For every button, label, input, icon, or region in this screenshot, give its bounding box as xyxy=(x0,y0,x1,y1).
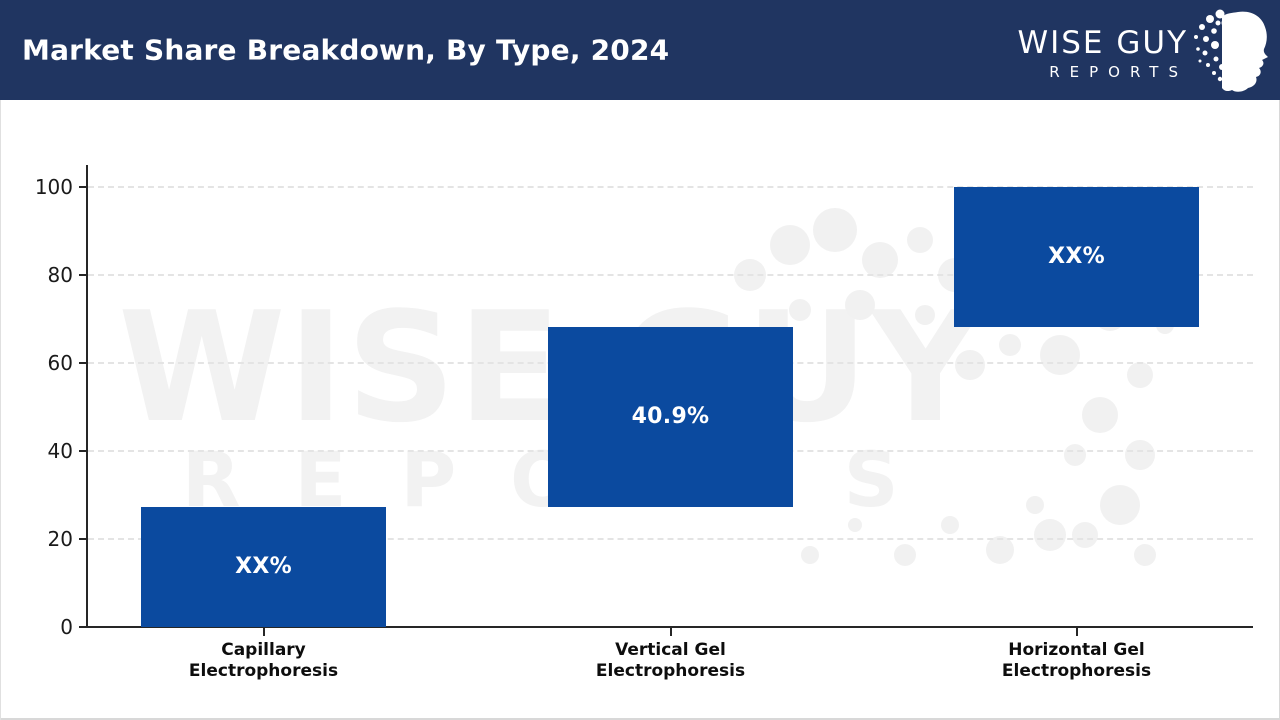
bar-segment: 40.9% xyxy=(548,326,793,507)
y-tick-mark xyxy=(79,626,87,628)
header: Market Share Breakdown, By Type, 2024 WI… xyxy=(0,0,1280,100)
bar-value-label: XX% xyxy=(235,554,292,580)
bar-value-label: 40.9% xyxy=(631,404,710,430)
page-title: Market Share Breakdown, By Type, 2024 xyxy=(22,33,670,67)
gridline xyxy=(88,274,1253,276)
brand-logo: WISE GUY REPORTS xyxy=(1017,8,1270,92)
y-tick-label: 100 xyxy=(34,175,73,199)
brand-logo-text: WISE GUY REPORTS xyxy=(1017,26,1188,81)
brand-subtitle: REPORTS xyxy=(1049,62,1188,81)
gridline xyxy=(88,538,1253,540)
bar-segment: XX% xyxy=(141,506,386,627)
x-category-label: Vertical Gel Electrophoresis xyxy=(595,640,746,681)
y-axis-line xyxy=(86,165,88,628)
x-tick-mark xyxy=(262,628,265,636)
x-tick-mark xyxy=(669,628,672,636)
y-tick-mark xyxy=(79,362,87,364)
x-category-label: Horizontal Gel Electrophoresis xyxy=(1001,640,1152,681)
x-axis-line xyxy=(86,626,1253,628)
bar-value-label: XX% xyxy=(1048,244,1105,270)
x-tick-mark xyxy=(1075,628,1078,636)
y-tick-label: 80 xyxy=(47,263,73,287)
y-tick-label: 40 xyxy=(47,439,73,463)
y-tick-label: 20 xyxy=(47,527,73,551)
bar-segment: XX% xyxy=(954,187,1199,327)
y-tick-mark xyxy=(79,186,87,188)
logo-face-icon xyxy=(1194,9,1268,92)
x-category-label: Capillary Electrophoresis xyxy=(188,640,339,681)
y-tick-mark xyxy=(79,538,87,540)
y-tick-label: 0 xyxy=(60,615,73,639)
y-tick-mark xyxy=(79,274,87,276)
gridline xyxy=(88,186,1253,188)
y-tick-label: 60 xyxy=(47,351,73,375)
y-tick-mark xyxy=(79,450,87,452)
brand-name: WISE GUY xyxy=(1017,24,1188,61)
